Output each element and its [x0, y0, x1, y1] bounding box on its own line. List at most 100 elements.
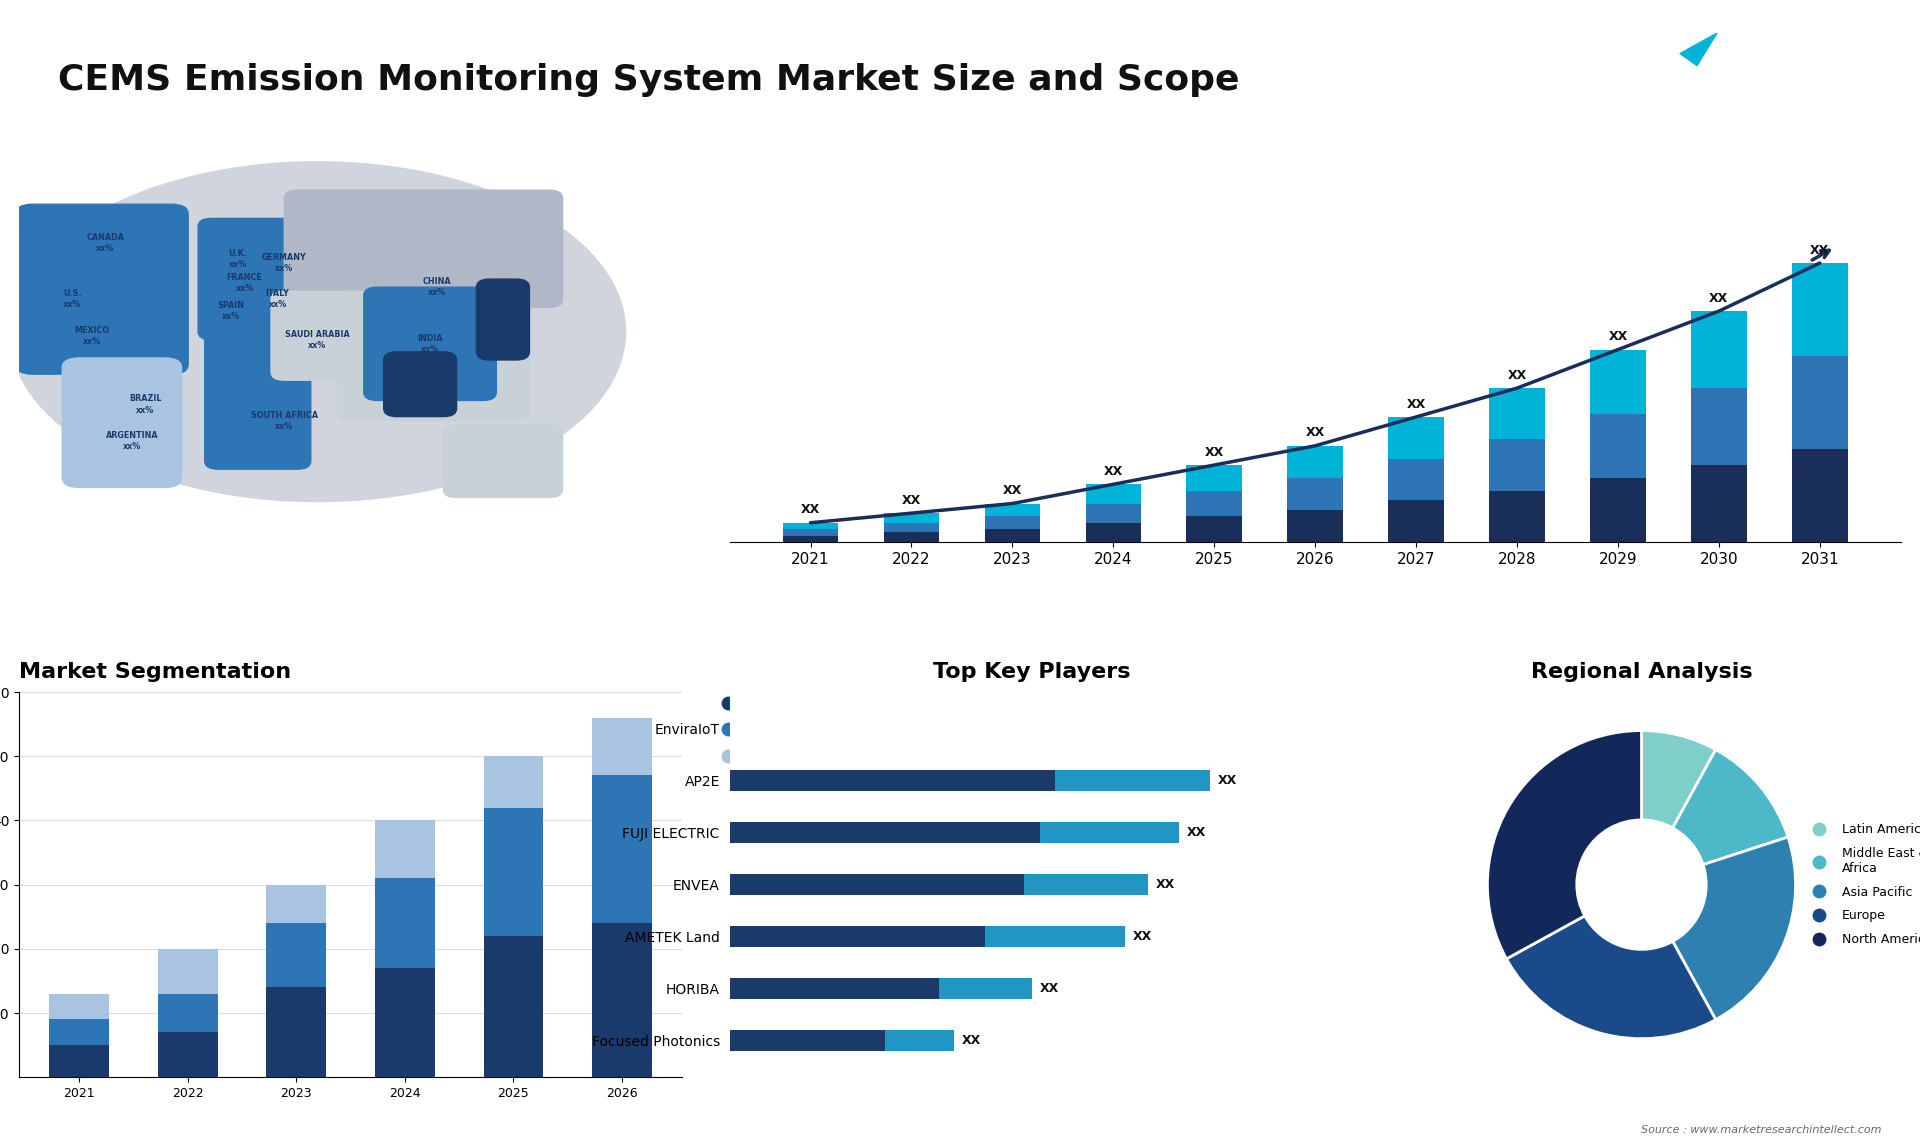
Bar [267, 885, 326, 924]
Bar [1041, 822, 1179, 843]
Bar [730, 926, 985, 947]
Bar [730, 822, 1041, 843]
Text: XX: XX [1187, 826, 1206, 839]
Text: MEXICO
xx%: MEXICO xx% [75, 325, 109, 346]
Text: CANADA
xx%: CANADA xx% [86, 233, 125, 253]
Legend: Type, Application, Geography: Type, Application, Geography [708, 691, 837, 769]
FancyBboxPatch shape [15, 204, 188, 374]
Text: SOUTH AFRICA
xx%: SOUTH AFRICA xx% [252, 410, 319, 431]
Bar [730, 979, 939, 999]
Text: CHINA
xx%: CHINA xx% [422, 277, 451, 297]
Bar [783, 523, 839, 529]
Bar [1388, 458, 1444, 501]
Title: Top Key Players: Top Key Players [933, 662, 1131, 682]
Wedge shape [1642, 730, 1716, 827]
Bar [157, 994, 217, 1033]
Wedge shape [1507, 916, 1716, 1038]
Bar [50, 1020, 109, 1045]
Bar [985, 503, 1041, 517]
Bar [1085, 523, 1140, 542]
Bar [50, 994, 109, 1020]
Text: XX: XX [1507, 369, 1526, 382]
Text: XX: XX [1002, 484, 1021, 497]
Bar [939, 979, 1033, 999]
FancyBboxPatch shape [476, 280, 530, 360]
Bar [484, 936, 543, 1077]
FancyBboxPatch shape [61, 358, 182, 487]
Bar [1388, 501, 1444, 542]
Text: MARKET
RESEARCH
INTELLECT: MARKET RESEARCH INTELLECT [1751, 34, 1812, 72]
Bar [1692, 465, 1747, 542]
Bar [1023, 874, 1148, 895]
Text: XX: XX [1156, 878, 1175, 892]
Text: BRAZIL
xx%: BRAZIL xx% [129, 394, 161, 415]
Bar [591, 776, 651, 924]
Text: XX: XX [1811, 244, 1830, 257]
Bar [883, 523, 939, 533]
Bar [1056, 770, 1210, 791]
Bar [783, 529, 839, 535]
Bar [267, 988, 326, 1077]
Bar [1085, 485, 1140, 503]
Text: Source : www.marketresearchintellect.com: Source : www.marketresearchintellect.com [1642, 1124, 1882, 1135]
Bar [985, 529, 1041, 542]
Text: FRANCE
xx%: FRANCE xx% [227, 273, 263, 293]
Text: SPAIN
xx%: SPAIN xx% [217, 301, 244, 322]
Text: JAPAN
xx%: JAPAN xx% [482, 309, 511, 330]
FancyBboxPatch shape [284, 190, 563, 307]
Bar [374, 968, 434, 1077]
Legend: Latin America, Middle East &
Africa, Asia Pacific, Europe, North America: Latin America, Middle East & Africa, Asi… [1801, 818, 1920, 951]
Bar [1085, 503, 1140, 523]
Text: Market Segmentation: Market Segmentation [19, 662, 292, 682]
Text: XX: XX [801, 503, 820, 517]
Bar [1791, 449, 1847, 542]
Bar [883, 513, 939, 523]
Bar [1187, 465, 1242, 490]
Bar [1791, 356, 1847, 449]
Bar [1187, 490, 1242, 517]
Bar [50, 1045, 109, 1077]
Text: U.S.
xx%: U.S. xx% [63, 289, 81, 309]
Text: XX: XX [1407, 398, 1427, 410]
Wedge shape [1672, 749, 1788, 864]
Bar [1490, 490, 1546, 542]
Bar [1590, 478, 1645, 542]
Text: XX: XX [1709, 292, 1728, 305]
Wedge shape [1488, 730, 1642, 959]
Bar [730, 1030, 885, 1051]
Bar [157, 949, 217, 994]
FancyBboxPatch shape [384, 352, 457, 417]
Bar [1288, 510, 1342, 542]
Bar [1590, 350, 1645, 414]
Text: XX: XX [1217, 774, 1238, 787]
FancyBboxPatch shape [198, 219, 303, 339]
FancyBboxPatch shape [271, 291, 363, 380]
Bar [591, 717, 651, 776]
Bar [1288, 478, 1342, 510]
Text: XX: XX [1609, 330, 1628, 343]
Text: ARGENTINA
xx%: ARGENTINA xx% [106, 431, 157, 450]
Bar [1490, 439, 1546, 490]
Bar [1692, 388, 1747, 465]
Text: CEMS Emission Monitoring System Market Size and Scope: CEMS Emission Monitoring System Market S… [58, 63, 1238, 97]
Bar [985, 517, 1041, 529]
Title: Regional Analysis: Regional Analysis [1530, 662, 1753, 682]
Text: XX: XX [1104, 465, 1123, 478]
Text: XX: XX [962, 1035, 981, 1047]
Text: XX: XX [1204, 446, 1223, 458]
Text: XX: XX [1041, 982, 1060, 995]
Bar [1490, 388, 1546, 439]
Text: U.K.
xx%: U.K. xx% [228, 249, 248, 269]
Bar [484, 756, 543, 808]
FancyBboxPatch shape [444, 425, 563, 497]
Wedge shape [1672, 837, 1795, 1020]
Text: INDIA
xx%: INDIA xx% [417, 333, 444, 354]
Ellipse shape [10, 162, 626, 502]
Bar [374, 878, 434, 968]
Bar [1288, 446, 1342, 478]
FancyBboxPatch shape [338, 291, 530, 421]
Text: SAUDI ARABIA
xx%: SAUDI ARABIA xx% [284, 330, 349, 350]
Bar [985, 926, 1125, 947]
Bar [1590, 414, 1645, 478]
Text: XX: XX [1306, 426, 1325, 439]
